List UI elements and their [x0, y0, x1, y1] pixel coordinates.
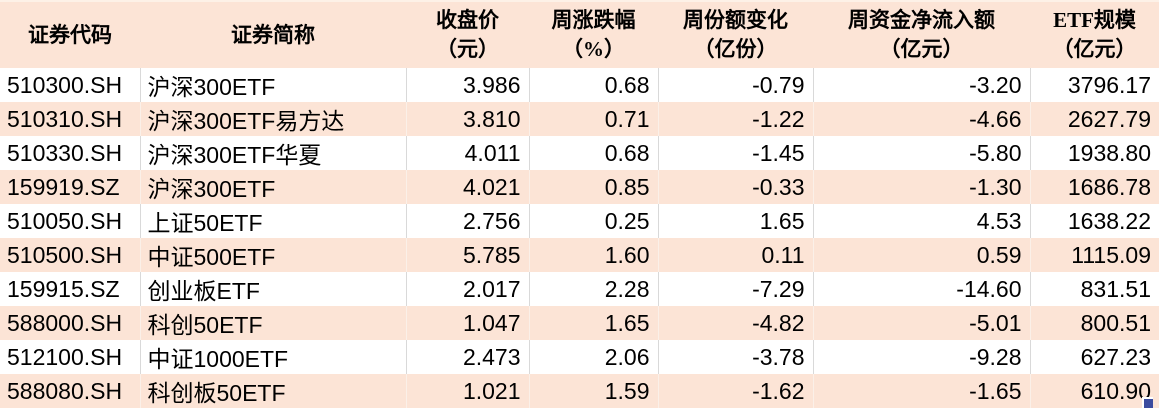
cell-code: 510310.SH	[0, 102, 141, 136]
table-row-588000.SH: 588000.SH 科创50ETF 1.047 1.65 -4.82 -5.01 800.5…	[0, 306, 1159, 340]
cell-etf_scale: 610.90	[1030, 374, 1159, 408]
cell-weekly_share_change: -1.22	[658, 102, 814, 136]
cell-weekly_net_inflow: -1.30	[813, 170, 1031, 204]
cell-code: 510300.SH	[0, 68, 141, 102]
cell-close_price: 2.756	[406, 204, 530, 238]
table-row-510050.SH: 510050.SH 上证50ETF 2.756 0.25 1.65 4.53 1638.22	[0, 204, 1159, 238]
column-unit-close_price: （元）	[436, 37, 499, 61]
column-header-code: 证券代码	[0, 2, 140, 68]
cell-etf_scale: 1638.22	[1030, 204, 1159, 238]
cell-weekly_change_pct: 1.60	[529, 238, 659, 272]
table-row-510300.SH: 510300.SH 沪深300ETF 3.986 0.68 -0.79 -3.20 3796…	[0, 68, 1159, 102]
cell-code: 512100.SH	[0, 340, 141, 374]
cell-weekly_share_change: -1.62	[658, 374, 814, 408]
cell-weekly_change_pct: 2.28	[529, 272, 659, 306]
table-row-510330.SH: 510330.SH 沪深300ETF华夏 4.011 0.68 -1.45 -5.80 19…	[0, 136, 1159, 170]
cell-name: 沪深300ETF	[140, 68, 407, 102]
table-row-510500.SH: 510500.SH 中证500ETF 5.785 1.60 0.11 0.59 1115.0…	[0, 238, 1159, 272]
cell-close_price: 5.785	[406, 238, 530, 272]
cell-weekly_share_change: -4.82	[658, 306, 814, 340]
cell-close_price: 2.017	[406, 272, 530, 306]
cell-close_price: 3.986	[406, 68, 530, 102]
cell-weekly_net_inflow: 0.59	[813, 238, 1031, 272]
table-row-159919.SZ: 159919.SZ 沪深300ETF 4.021 0.85 -0.33 -1.30 1686…	[0, 170, 1159, 204]
header-row: 证券代码 证券简称 收盘价 （元） 周涨跌幅 （%） 周份额变化 （亿份） 周资金净流入额 （亿元…	[0, 2, 1159, 68]
cell-name: 沪深300ETF易方达	[140, 102, 407, 136]
cell-etf_scale: 800.51	[1030, 306, 1159, 340]
cell-name: 沪深300ETF华夏	[140, 136, 407, 170]
cell-etf_scale: 627.23	[1030, 340, 1159, 374]
cell-code: 588000.SH	[0, 306, 141, 340]
cell-weekly_share_change: -1.45	[658, 136, 814, 170]
cell-weekly_share_change: -0.33	[658, 170, 814, 204]
cell-weekly_net_inflow: -1.65	[813, 374, 1031, 408]
column-header-weekly_change_pct: 周涨跌幅 （%）	[529, 2, 658, 68]
cell-name: 科创50ETF	[140, 306, 407, 340]
cell-weekly_net_inflow: -4.66	[813, 102, 1031, 136]
cell-etf_scale: 831.51	[1030, 272, 1159, 306]
cell-name: 上证50ETF	[140, 204, 407, 238]
cell-close_price: 3.810	[406, 102, 530, 136]
cell-weekly_net_inflow: -3.20	[813, 68, 1031, 102]
cell-weekly_net_inflow: -5.80	[813, 136, 1031, 170]
cell-name: 沪深300ETF	[140, 170, 407, 204]
column-header-weekly_share_change: 周份额变化 （亿份）	[658, 2, 813, 68]
cell-weekly_net_inflow: -14.60	[813, 272, 1031, 306]
cell-weekly_share_change: -3.78	[658, 340, 814, 374]
cell-close_price: 4.011	[406, 136, 530, 170]
column-unit-etf_scale: （亿元）	[1052, 37, 1137, 61]
cell-close_price: 1.047	[406, 306, 530, 340]
cell-weekly_change_pct: 0.25	[529, 204, 659, 238]
column-unit-weekly_net_inflow: （亿元）	[879, 37, 964, 61]
cell-name: 中证500ETF	[140, 238, 407, 272]
cell-close_price: 4.021	[406, 170, 530, 204]
cell-etf_scale: 1686.78	[1030, 170, 1159, 204]
table-header: 证券代码 证券简称 收盘价 （元） 周涨跌幅 （%） 周份额变化 （亿份） 周资金净流入额 （亿元…	[0, 2, 1159, 68]
cell-weekly_share_change: 0.11	[658, 238, 814, 272]
column-header-etf_scale: ETF规模 （亿元）	[1030, 2, 1159, 68]
cell-code: 159915.SZ	[0, 272, 141, 306]
table-row-510310.SH: 510310.SH 沪深300ETF易方达 3.810 0.71 -1.22 -4.66 2…	[0, 102, 1159, 136]
cell-etf_scale: 3796.17	[1030, 68, 1159, 102]
cell-etf_scale: 1115.09	[1030, 238, 1159, 272]
cell-etf_scale: 2627.79	[1030, 102, 1159, 136]
cell-code: 588080.SH	[0, 374, 141, 408]
column-unit-weekly_change_pct: （%）	[562, 37, 625, 61]
table-row-159915.SZ: 159915.SZ 创业板ETF 2.017 2.28 -7.29 -14.60 831.5…	[0, 272, 1159, 306]
cell-weekly_change_pct: 1.59	[529, 374, 659, 408]
table-row-512100.SH: 512100.SH 中证1000ETF 2.473 2.06 -3.78 -9.28 627…	[0, 340, 1159, 374]
cell-name: 创业板ETF	[140, 272, 407, 306]
cell-weekly_change_pct: 0.68	[529, 136, 659, 170]
cell-close_price: 2.473	[406, 340, 530, 374]
cell-weekly_net_inflow: 4.53	[813, 204, 1031, 238]
cell-code: 510330.SH	[0, 136, 141, 170]
cell-etf_scale: 1938.80	[1030, 136, 1159, 170]
column-header-name: 证券简称	[140, 2, 406, 68]
cell-name: 中证1000ETF	[140, 340, 407, 374]
cell-weekly_net_inflow: -9.28	[813, 340, 1031, 374]
cell-weekly_share_change: -7.29	[658, 272, 814, 306]
cell-close_price: 1.021	[406, 374, 530, 408]
cell-weekly_change_pct: 1.65	[529, 306, 659, 340]
cell-code: 510500.SH	[0, 238, 141, 272]
column-header-close_price: 收盘价 （元）	[406, 2, 529, 68]
column-unit-weekly_share_change: （亿份）	[693, 37, 778, 61]
table-row-588080.SH: 588080.SH 科创板50ETF 1.021 1.59 -1.62 -1.65 610.…	[0, 374, 1159, 408]
table-body: 510300.SH 沪深300ETF 3.986 0.68 -0.79 -3.20 3796…	[0, 68, 1159, 408]
column-header-weekly_net_inflow: 周资金净流入额 （亿元）	[813, 2, 1030, 68]
cell-weekly_change_pct: 0.85	[529, 170, 659, 204]
cell-weekly_change_pct: 0.71	[529, 102, 659, 136]
cell-weekly_change_pct: 0.68	[529, 68, 659, 102]
cell-code: 159919.SZ	[0, 170, 141, 204]
cell-name: 科创板50ETF	[140, 374, 407, 408]
cell-code: 510050.SH	[0, 204, 141, 238]
cell-weekly_share_change: -0.79	[658, 68, 814, 102]
selection-fill-handle-icon[interactable]	[1142, 397, 1153, 408]
cell-weekly_change_pct: 2.06	[529, 340, 659, 374]
cell-weekly_net_inflow: -5.01	[813, 306, 1031, 340]
cell-weekly_share_change: 1.65	[658, 204, 814, 238]
